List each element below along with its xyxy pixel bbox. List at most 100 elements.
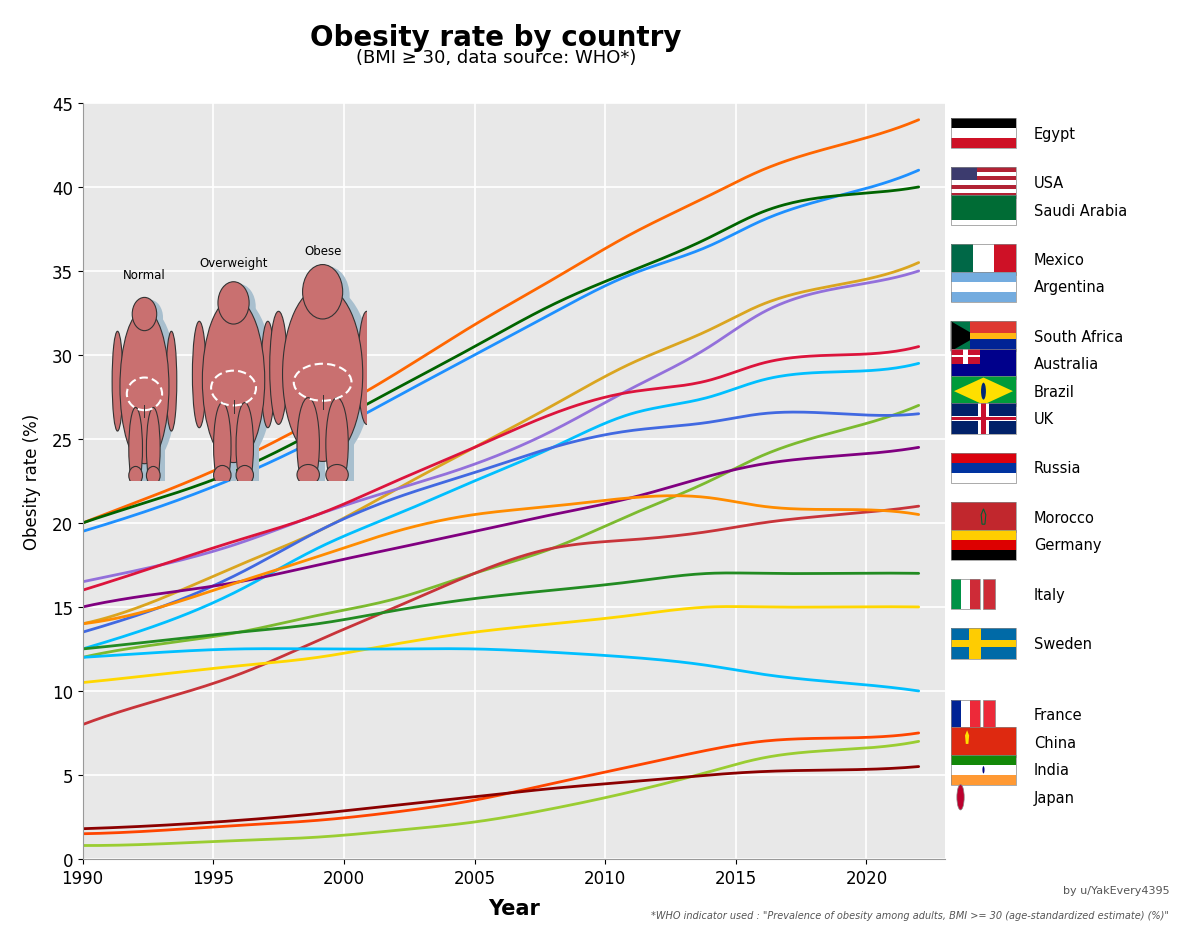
Text: (BMI ≥ 30, data source: WHO*): (BMI ≥ 30, data source: WHO*) (355, 49, 637, 67)
Bar (951, 195, 1016, 226)
Bar (951, 349, 1016, 379)
Bar (971, 700, 980, 731)
Text: Japan: Japan (1033, 790, 1075, 805)
Bar (951, 629, 1016, 659)
Bar (960, 580, 971, 610)
Bar (951, 168, 1016, 173)
Text: Russia: Russia (1033, 461, 1082, 476)
Bar (951, 377, 1016, 407)
Bar (951, 168, 1016, 198)
Text: *WHO indicator used : "Prevalence of obesity among adults, BMI >= 30 (age-standa: *WHO indicator used : "Prevalence of obe… (651, 910, 1169, 920)
Bar (951, 580, 980, 610)
Polygon shape (954, 379, 1013, 405)
Bar (951, 119, 1016, 149)
Bar (951, 173, 1016, 177)
Bar (951, 273, 1016, 303)
Text: Mexico: Mexico (1033, 253, 1084, 268)
Bar (951, 453, 1016, 464)
Bar (951, 404, 1016, 434)
Bar (951, 119, 1016, 129)
Bar (951, 349, 980, 364)
Text: Egypt: Egypt (1033, 126, 1076, 142)
Bar (951, 139, 1016, 149)
Bar (951, 322, 1016, 352)
Bar (951, 775, 1016, 785)
Text: Sweden: Sweden (1033, 636, 1091, 651)
Bar (951, 503, 1016, 533)
Bar (951, 640, 1016, 648)
Bar (971, 322, 1016, 334)
Bar (951, 728, 1016, 758)
Bar (951, 728, 1016, 758)
Text: UK: UK (1033, 412, 1053, 427)
Bar (951, 129, 1016, 139)
Bar (951, 273, 1016, 282)
Bar (951, 404, 1016, 434)
Bar (951, 282, 1016, 293)
Bar (951, 540, 1016, 550)
Bar (984, 700, 996, 731)
Bar (951, 580, 960, 610)
Bar (951, 194, 1016, 198)
Text: Morocco: Morocco (1033, 511, 1095, 525)
Text: Brazil: Brazil (1033, 384, 1075, 399)
Bar (951, 550, 1016, 561)
Bar (951, 186, 1016, 190)
Bar (951, 531, 1016, 540)
Bar (951, 755, 1016, 765)
Bar (951, 503, 1016, 533)
Bar (951, 245, 1016, 276)
Bar (951, 474, 1016, 483)
Text: Argentina: Argentina (1033, 280, 1105, 295)
Text: Australia: Australia (1033, 357, 1100, 372)
Bar (951, 629, 1016, 659)
X-axis label: Year: Year (488, 898, 540, 918)
Circle shape (957, 784, 964, 810)
Bar (951, 322, 1016, 352)
Bar (951, 168, 977, 181)
Bar (964, 349, 967, 364)
Y-axis label: Obesity rate (%): Obesity rate (%) (22, 413, 40, 549)
Text: by u/YakEvery4395: by u/YakEvery4395 (1063, 885, 1169, 895)
Text: Italy: Italy (1033, 587, 1065, 602)
Bar (951, 700, 960, 731)
Bar (951, 181, 1016, 186)
Polygon shape (951, 322, 977, 352)
Bar (981, 404, 986, 434)
Bar (951, 190, 1016, 194)
Circle shape (981, 383, 986, 400)
Text: France: France (1033, 708, 1082, 723)
Bar (951, 245, 973, 276)
Bar (973, 245, 994, 276)
Bar (951, 416, 1016, 422)
Bar (951, 453, 1016, 483)
Bar (984, 580, 996, 610)
Text: USA: USA (1033, 176, 1064, 191)
Text: Saudi Arabia: Saudi Arabia (1033, 203, 1127, 218)
Bar (951, 377, 1016, 407)
Bar (994, 245, 1016, 276)
Bar (951, 356, 980, 358)
Text: India: India (1033, 763, 1070, 778)
Bar (951, 168, 1016, 198)
Bar (951, 293, 1016, 303)
Text: South Africa: South Africa (1033, 329, 1123, 345)
Bar (960, 700, 971, 731)
Bar (971, 580, 980, 610)
Text: China: China (1033, 735, 1076, 750)
Text: Germany: Germany (1033, 538, 1101, 552)
Bar (951, 755, 1016, 785)
Bar (951, 221, 1016, 226)
Bar (951, 531, 1016, 561)
Bar (951, 349, 1016, 379)
Text: Obesity rate by country: Obesity rate by country (311, 24, 681, 52)
Bar (978, 404, 988, 434)
Bar (951, 418, 1016, 420)
Circle shape (983, 767, 985, 773)
Bar (951, 700, 980, 731)
Bar (951, 765, 1016, 775)
Bar (970, 629, 981, 659)
Bar (951, 464, 1016, 474)
Bar (971, 334, 1016, 340)
Bar (951, 177, 1016, 181)
